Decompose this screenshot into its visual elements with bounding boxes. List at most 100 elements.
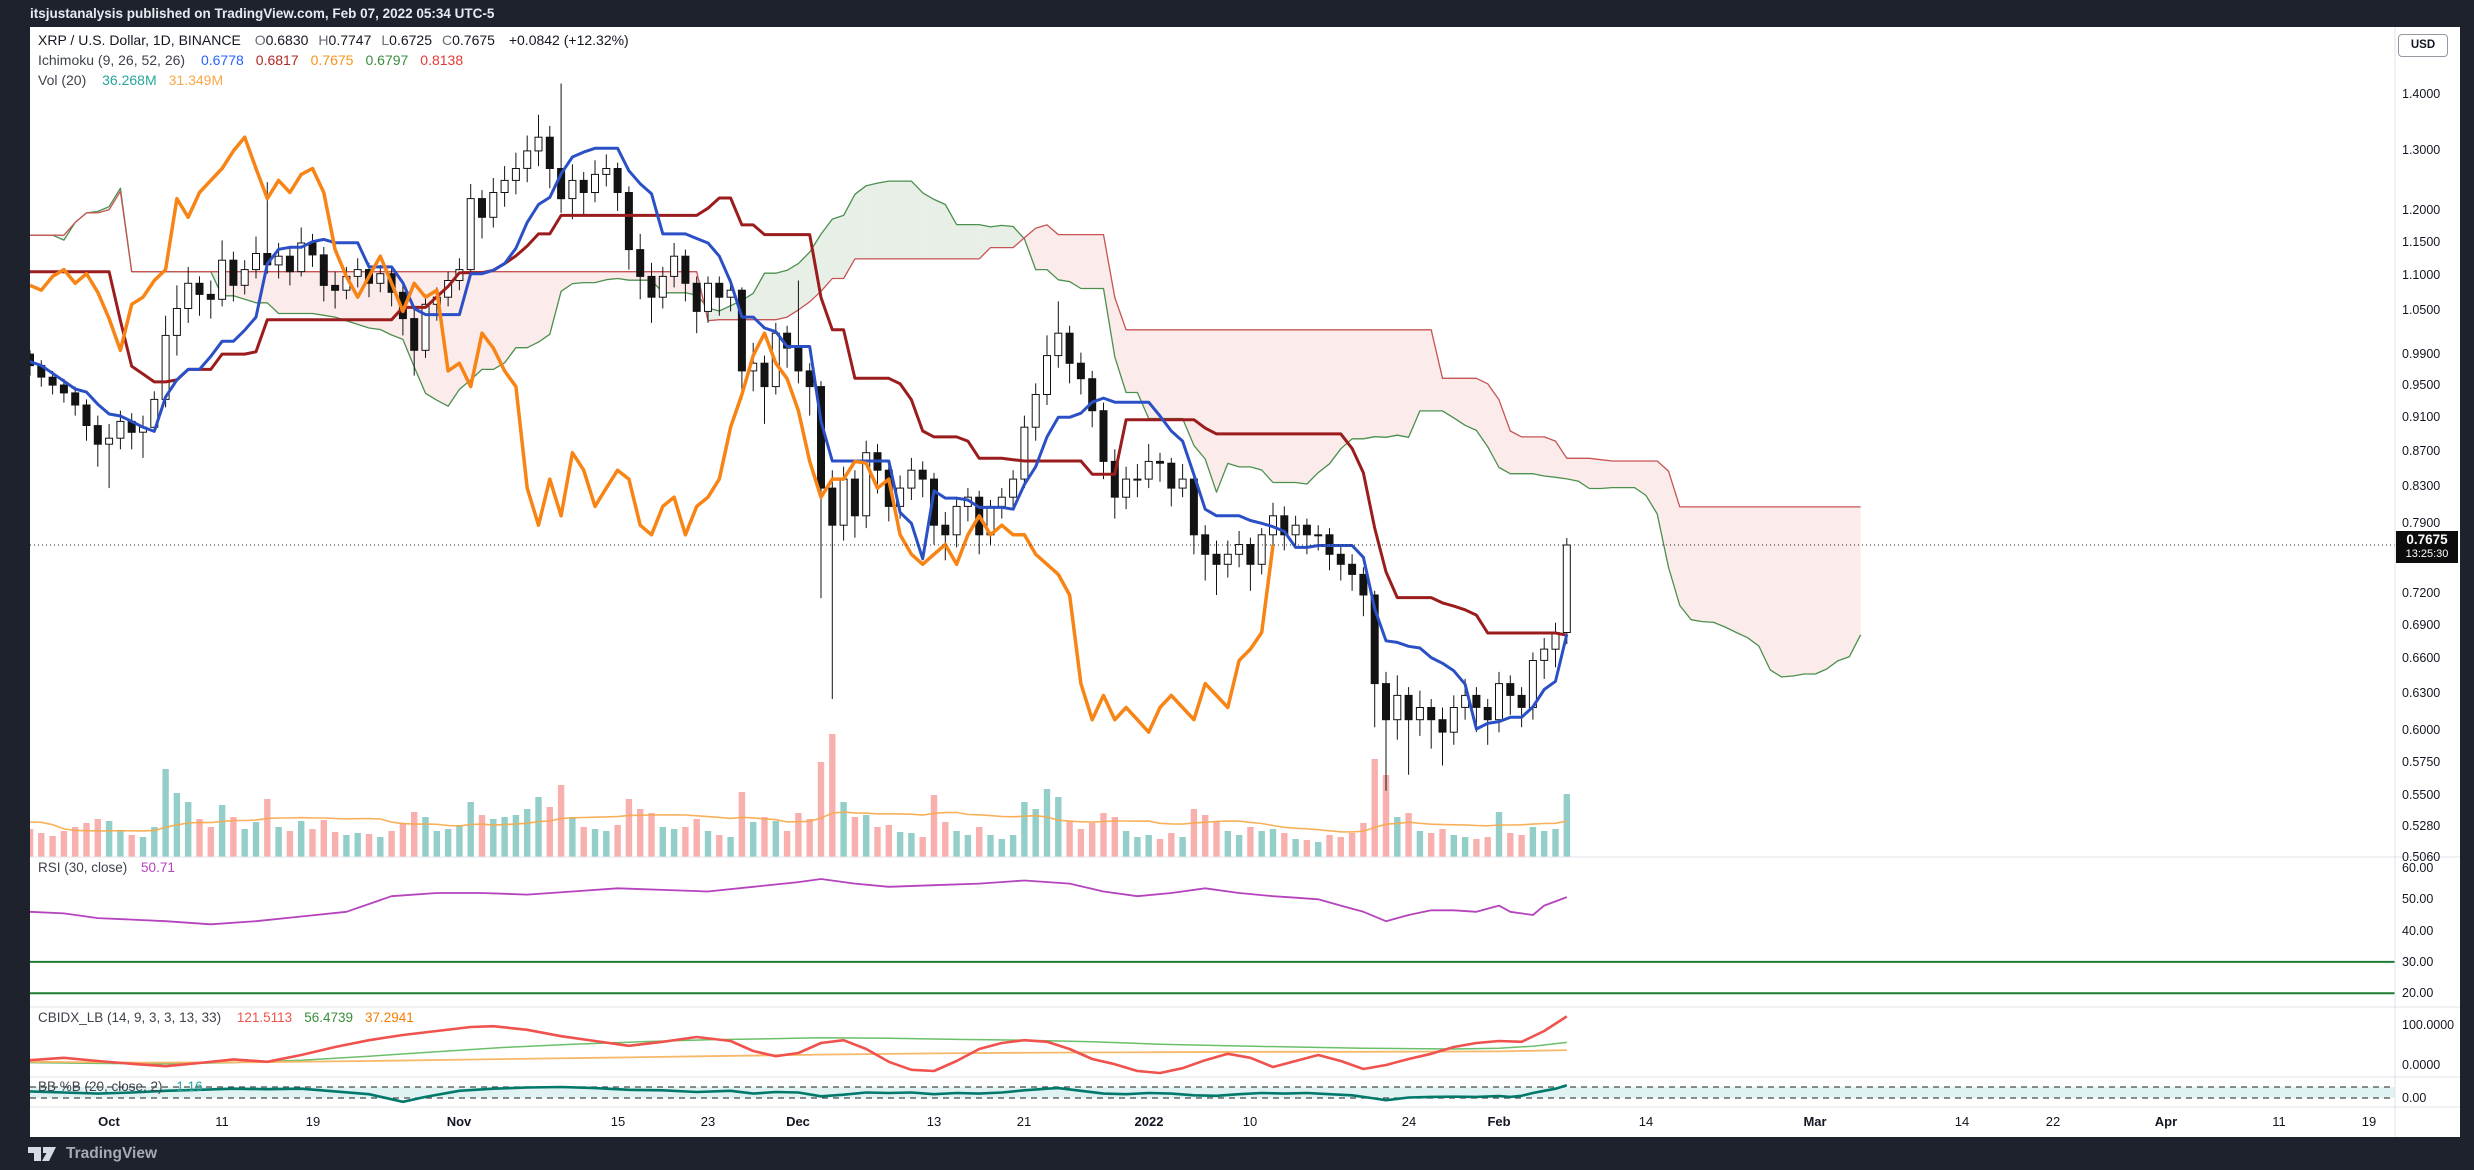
ichimoku-legend-row: Ichimoku (9, 26, 52, 26) 0.6778 0.6817 0.7… [38,50,629,70]
price-tick: 0.8300 [2402,479,2441,493]
time-tick: Oct [98,1114,120,1129]
time-tick: 14 [1954,1114,1970,1129]
last-price-time: 13:25:30 [2405,548,2449,560]
chart-card: XRP / U.S. Dollar, 1D, BINANCE O0.6830 H0… [30,27,2460,1137]
time-tick: 10 [1242,1114,1258,1129]
rsi-tick: 60.00 [2402,861,2434,875]
bb-legend: BB %B (20, close, 2) 1.16 [38,1079,203,1094]
tradingview-watermark[interactable]: TradingView [66,1144,158,1162]
time-tick: 24 [1401,1114,1417,1129]
volume-values: 36.268M 31.349M [90,72,223,88]
cbidx-tick: 100.0000 [2402,1018,2455,1032]
price-tick: 1.1500 [2402,235,2441,249]
time-tick: 19 [305,1114,321,1129]
price-tick: 1.3000 [2402,143,2441,157]
price-tick: 0.5060 [2402,850,2441,864]
ohlc-letter: C [442,32,453,48]
volume-legend-row: Vol (20) 36.268M 31.349M [38,70,629,90]
bb-value: 1.16 [176,1079,203,1094]
price-tick: 0.9100 [2402,410,2441,424]
main-pane [30,83,2395,857]
time-tick: 11 [215,1114,229,1129]
volume-value: 31.349M [168,72,224,88]
time-tick: 21 [1016,1114,1032,1129]
time-tick: 15 [610,1114,626,1129]
price-tick: 0.7200 [2402,586,2441,600]
chart-canvas[interactable] [30,27,2460,1137]
price-tick: 0.9500 [2402,378,2441,392]
tradingview-logo[interactable] [28,1144,58,1164]
publisher-bar: itsjustanalysis published on TradingView… [0,0,2474,27]
price-tick: 0.5500 [2402,788,2441,802]
change-value: +0.0842 (+12.32%) [508,32,629,48]
ohlc-value: 0.6725 [389,32,432,48]
price-axis[interactable]: 1.50001.40001.30001.20001.15001.10001.05… [2395,27,2460,1137]
rsi-tick: 40.00 [2402,924,2434,938]
indicator-panes [30,878,2395,1104]
ichimoku-label: Ichimoku (9, 26, 52, 26) [38,52,186,68]
price-tick: 1.4000 [2402,87,2441,101]
volume-value: 36.268M [102,72,157,88]
rsi-label: RSI (30, close) [38,860,128,875]
price-tick: 0.8700 [2402,444,2441,458]
last-price-value: 0.7675 [2406,532,2448,547]
ohlc-item: O0.6830 [255,32,309,48]
cbidx-value: 37.2941 [365,1010,414,1025]
price-tick: 0.5750 [2402,755,2441,769]
price-tick: 0.5280 [2402,819,2441,833]
time-tick: 23 [700,1114,716,1129]
time-tick: 19 [2361,1114,2377,1129]
ohlc-values: O0.6830 H0.7747 L0.6725 C0.7675 [245,32,495,48]
time-tick: 11 [2272,1114,2286,1129]
ohlc-value: 0.7747 [328,32,372,48]
ohlc-value: 0.7675 [452,32,495,48]
time-tick: Mar [1803,1114,1827,1129]
bb-label: BB %B (20, close, 2) [38,1079,163,1094]
currency-button[interactable]: USD [2398,34,2448,57]
cbidx-label: CBIDX_LB (14, 9, 3, 3, 13, 33) [38,1010,222,1025]
time-tick: Dec [786,1114,810,1129]
legend: XRP / U.S. Dollar, 1D, BINANCE O0.6830 H0… [38,30,629,90]
ichimoku-value: 0.6778 [200,52,244,68]
time-tick: 2022 [1134,1114,1164,1129]
price-tick: 1.1000 [2402,268,2441,282]
rsi-tick: 20.00 [2402,986,2434,1000]
time-tick: Feb [1487,1114,1511,1129]
rsi-tick: 30.00 [2402,955,2434,969]
price-tick: 1.0500 [2402,303,2441,317]
ohlc-item: L0.6725 [381,32,432,48]
cbidx-values: 121.5113 56.4739 37.2941 [225,1010,414,1025]
rsi-value: 50.71 [141,860,175,875]
ichimoku-value: 0.7675 [310,52,354,68]
symbol-title[interactable]: XRP / U.S. Dollar, 1D, BINANCE [38,32,241,48]
ichimoku-values: 0.6778 0.6817 0.7675 0.6797 0.8138 [189,52,463,68]
time-tick: 14 [1638,1114,1654,1129]
cbidx-value: 56.4739 [304,1010,353,1025]
time-tick: 13 [926,1114,942,1129]
price-tick: 0.6600 [2402,651,2441,665]
rsi-legend: RSI (30, close) 50.71 [38,860,175,875]
price-tick: 0.9900 [2402,347,2441,361]
ichimoku-value: 0.6817 [255,52,299,68]
price-tick: 0.6900 [2402,618,2441,632]
rsi-tick: 50.00 [2402,892,2434,906]
price-tick: 0.6000 [2402,723,2441,737]
cbidx-legend: CBIDX_LB (14, 9, 3, 3, 13, 33) 121.5113 5… [38,1010,414,1025]
price-tick: 0.7900 [2402,516,2441,530]
ichimoku-value: 0.6797 [365,52,409,68]
ohlc-letter: L [381,32,390,48]
tradingview-footer: TradingView [0,1137,2474,1170]
publisher-text: itsjustanalysis published on TradingView… [30,6,495,21]
last-price-label: 0.7675 13:25:30 [2396,531,2458,563]
time-tick: Nov [446,1114,472,1129]
cbidx-value: 121.5113 [236,1010,293,1025]
price-tick: 1.2000 [2402,203,2441,217]
ohlc-item: H0.7747 [318,32,371,48]
price-tick: 0.6300 [2402,686,2441,700]
ohlc-value: 0.6830 [265,32,309,48]
bb-tick: 0.00 [2402,1091,2427,1105]
time-axis[interactable]: Oct 11 19 Nov 15 23 Dec 13 21 2022 10 24 Feb 14 Mar 14 2… [30,1107,2395,1137]
ichimoku-value: 0.8138 [420,52,464,68]
cbidx-tick: 0.0000 [2402,1058,2441,1072]
